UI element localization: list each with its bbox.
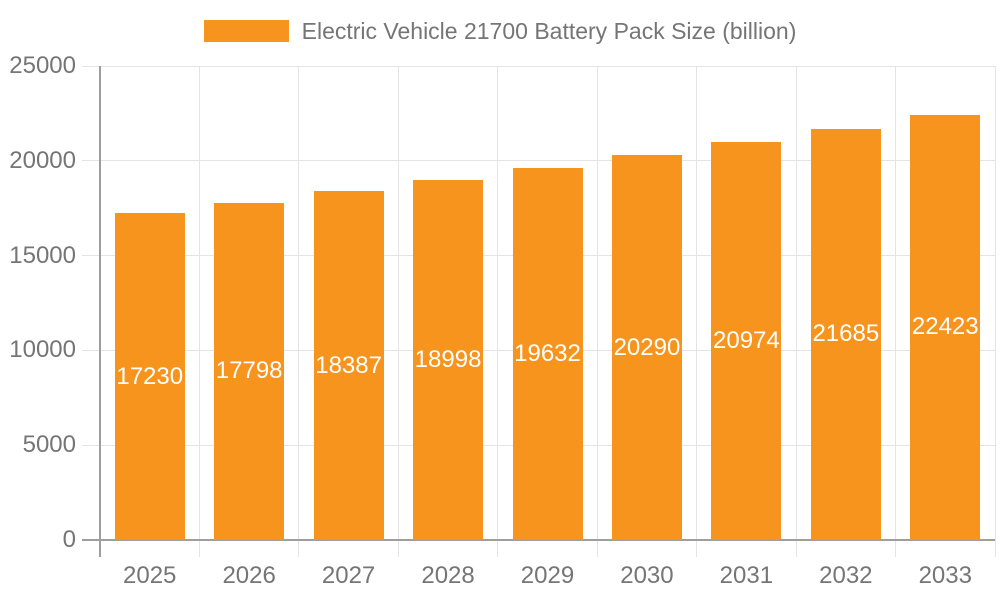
x-axis-tick-label: 2028	[421, 562, 475, 589]
legend-swatch	[203, 20, 289, 42]
bar-value-label: 18387	[315, 351, 382, 379]
x-axis-tick-label: 2029	[520, 562, 575, 589]
y-gridline	[82, 65, 995, 67]
x-gridline	[596, 66, 598, 557]
x-axis-line	[82, 539, 995, 541]
y-axis-tick-label: 0	[62, 526, 76, 553]
bar-value-label: 20974	[713, 327, 780, 355]
x-axis-tick-label: 2027	[321, 562, 376, 589]
bar-2033[interactable]: 22423	[910, 114, 981, 540]
legend-label: Electric Vehicle 21700 Battery Pack Size…	[301, 17, 797, 44]
x-axis-tick-label: 2033	[918, 562, 972, 589]
x-axis-tick-label: 2026	[222, 562, 276, 589]
bar-2025[interactable]: 17230	[114, 213, 185, 540]
bar-value-label: 21685	[812, 320, 880, 348]
y-axis-tick-label: 10000	[9, 336, 76, 364]
bar-value-label: 18998	[414, 345, 482, 373]
bar-2027[interactable]: 18387	[313, 191, 384, 540]
x-gridline	[895, 66, 897, 557]
y-axis-tick-label: 5000	[22, 431, 76, 459]
y-axis-tick-label: 15000	[9, 241, 76, 269]
x-axis-tick-label: 2032	[819, 562, 873, 589]
y-axis-tick-label: 20000	[9, 146, 76, 174]
bar-value-label: 19632	[514, 339, 581, 367]
bar-2032[interactable]: 21685	[810, 128, 881, 540]
x-gridline	[497, 66, 499, 557]
bar-value-label: 17230	[116, 362, 184, 390]
x-axis-tick-label: 2031	[719, 562, 774, 589]
legend-item[interactable]: Electric Vehicle 21700 Battery Pack Size…	[0, 17, 1000, 45]
bar-2031[interactable]: 20974	[711, 142, 782, 540]
x-gridline	[994, 66, 996, 557]
y-gridline	[82, 160, 995, 162]
bar-2030[interactable]: 20290	[611, 155, 682, 540]
bar-2029[interactable]: 19632	[512, 167, 583, 540]
y-axis-tick-label: 25000	[9, 52, 76, 79]
x-gridline	[696, 66, 698, 557]
x-axis-tick-label: 2030	[620, 562, 674, 589]
x-axis-tick-label: 2025	[123, 562, 177, 589]
x-gridline	[397, 66, 399, 557]
y-axis-line	[99, 66, 101, 557]
bar-2026[interactable]: 17798	[214, 202, 285, 540]
x-gridline	[198, 66, 200, 557]
x-gridline	[795, 66, 797, 557]
bar-value-label: 22423	[911, 313, 979, 341]
bar-2028[interactable]: 18998	[413, 179, 484, 540]
x-gridline	[298, 66, 300, 557]
bar-value-label: 17798	[215, 357, 283, 385]
bar-value-label: 20290	[613, 333, 681, 361]
